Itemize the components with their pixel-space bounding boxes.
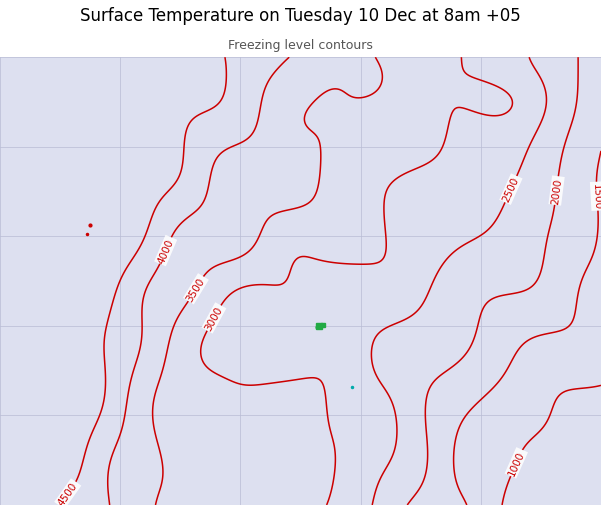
Text: 2500: 2500	[501, 176, 521, 204]
Text: 1000: 1000	[507, 449, 526, 477]
Text: Surface Temperature on Tuesday 10 Dec at 8am +05: Surface Temperature on Tuesday 10 Dec at…	[80, 7, 521, 25]
Text: 1500: 1500	[591, 183, 601, 210]
Text: 3000: 3000	[203, 305, 225, 332]
Text: 4500: 4500	[56, 480, 79, 505]
Text: Freezing level contours: Freezing level contours	[228, 39, 373, 52]
Text: 4000: 4000	[156, 237, 175, 265]
Text: 2000: 2000	[550, 178, 563, 205]
Text: 3500: 3500	[185, 275, 207, 303]
